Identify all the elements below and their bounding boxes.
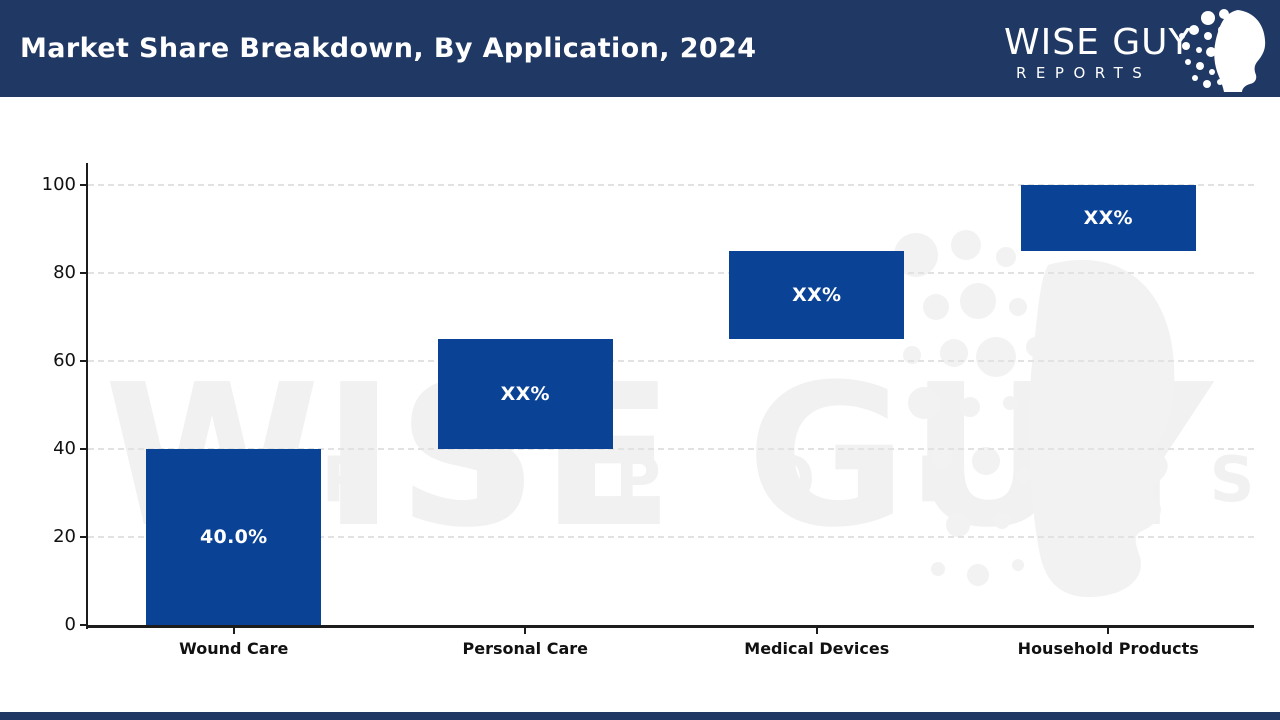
bar-value-label: XX% [500, 383, 550, 405]
wise-guy-reports-logo: WISE GUY REPORTS [1004, 9, 1266, 92]
logo-wordmark: WISE GUY [1004, 22, 1192, 63]
x-tick-label: Household Products [1017, 639, 1199, 658]
bar-value-label: XX% [1083, 207, 1133, 229]
y-tick-mark [80, 360, 88, 362]
gridline [88, 360, 1254, 362]
y-tick-label: 60 [53, 350, 76, 371]
header-band: Market Share Breakdown, By Application, … [0, 0, 1280, 97]
y-axis-line [86, 163, 88, 629]
bar-value-label: XX% [792, 284, 842, 306]
chart-title: Market Share Breakdown, By Application, … [20, 33, 757, 64]
y-tick-mark [80, 448, 88, 450]
bar-value-label: 40.0% [200, 526, 268, 548]
logo-head-icon [1179, 9, 1266, 92]
y-tick-label: 20 [53, 526, 76, 547]
gridline [88, 184, 1254, 186]
x-axis-line [86, 625, 1254, 628]
y-tick-mark [80, 184, 88, 186]
gridline [88, 448, 1254, 450]
logo-subtext: REPORTS [1016, 64, 1151, 82]
y-tick-mark [80, 272, 88, 274]
watermark-head-icon [894, 230, 1175, 597]
y-tick-mark [80, 624, 88, 626]
bar-segment: XX% [437, 339, 613, 449]
x-tick-label: Personal Care [462, 639, 588, 658]
gridline [88, 536, 1254, 538]
y-tick-label: 80 [53, 262, 76, 283]
footer-band [0, 712, 1280, 720]
bar-segment: 40.0% [146, 449, 322, 625]
bar-segment: XX% [729, 251, 905, 339]
x-tick-mark [1107, 627, 1110, 634]
y-tick-label: 40 [53, 438, 76, 459]
chart-area: WISE GUY R E P O R T S 0 20 40 60 80 100 40.0%… [0, 97, 1280, 712]
gridline [88, 272, 1254, 274]
x-tick-mark [232, 627, 235, 634]
y-tick-mark [80, 536, 88, 538]
x-tick-label: Wound Care [179, 639, 289, 658]
y-tick-label: 100 [41, 174, 76, 195]
x-tick-mark [815, 627, 818, 634]
bar-segment: XX% [1020, 185, 1196, 251]
x-tick-label: Medical Devices [744, 639, 890, 658]
y-tick-label: 0 [64, 614, 76, 635]
x-tick-mark [524, 627, 527, 634]
